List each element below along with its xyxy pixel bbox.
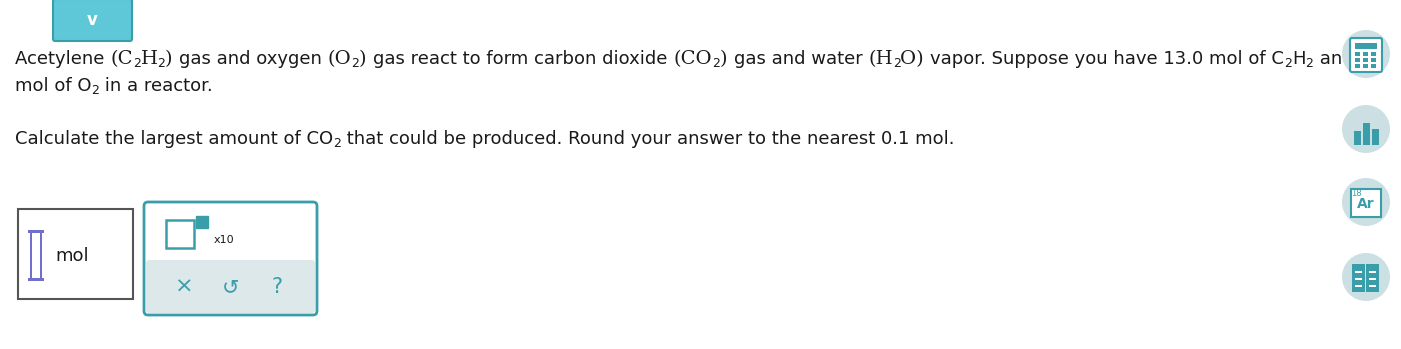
Text: Acetylene: Acetylene <box>15 50 111 68</box>
Bar <box>1363 58 1367 62</box>
Text: ×: × <box>175 277 193 297</box>
Bar <box>1372 58 1376 62</box>
Text: ↺: ↺ <box>221 277 240 297</box>
Circle shape <box>1342 105 1390 153</box>
Text: 18: 18 <box>1351 188 1362 198</box>
FancyBboxPatch shape <box>146 260 315 313</box>
Text: gas and water: gas and water <box>734 50 869 68</box>
Bar <box>1363 52 1367 56</box>
Bar <box>1369 285 1376 287</box>
Bar <box>41 231 42 281</box>
Bar <box>1372 64 1376 68</box>
Bar <box>1369 278 1376 280</box>
Text: 2: 2 <box>1285 57 1292 70</box>
FancyBboxPatch shape <box>1366 264 1379 292</box>
Text: that could be produced. Round your answer to the nearest 0.1 mol.: that could be produced. Round your answe… <box>340 130 954 148</box>
Text: and 3.0: and 3.0 <box>1314 50 1387 68</box>
Text: H: H <box>1292 50 1306 68</box>
Text: gas and oxygen: gas and oxygen <box>179 50 328 68</box>
Text: ): ) <box>360 50 373 68</box>
Text: 2: 2 <box>892 57 901 70</box>
Text: 2: 2 <box>333 137 340 150</box>
Text: (O: (O <box>328 50 352 68</box>
Bar <box>28 278 43 281</box>
Bar <box>1355 52 1360 56</box>
Text: mol of O: mol of O <box>15 77 91 95</box>
Text: ): ) <box>720 50 734 68</box>
Circle shape <box>1342 253 1390 301</box>
Bar <box>1363 123 1370 145</box>
Bar <box>1353 131 1360 145</box>
Text: mol: mol <box>55 247 88 265</box>
Text: vapor. Suppose you have 13.0 mol of C: vapor. Suppose you have 13.0 mol of C <box>930 50 1285 68</box>
FancyBboxPatch shape <box>1352 264 1365 292</box>
Bar <box>1372 129 1379 145</box>
Text: 2: 2 <box>712 57 720 70</box>
Text: O): O) <box>901 50 930 68</box>
Bar <box>1355 271 1362 273</box>
Text: in a reactor.: in a reactor. <box>99 77 213 95</box>
Text: gas react to form carbon dioxide: gas react to form carbon dioxide <box>373 50 674 68</box>
FancyBboxPatch shape <box>196 216 207 228</box>
Text: 2: 2 <box>157 57 165 70</box>
Text: x10: x10 <box>214 235 234 245</box>
Text: 2: 2 <box>133 57 140 70</box>
Text: ?: ? <box>272 277 282 297</box>
Bar <box>1355 58 1360 62</box>
Text: (H: (H <box>869 50 892 68</box>
Bar <box>28 230 43 233</box>
Text: Ar: Ar <box>1358 197 1374 211</box>
Text: ): ) <box>165 50 179 68</box>
FancyBboxPatch shape <box>165 220 193 248</box>
Text: (CO: (CO <box>674 50 712 68</box>
Text: 2: 2 <box>1306 57 1314 70</box>
Bar <box>29 231 32 281</box>
Bar <box>1355 64 1360 68</box>
FancyBboxPatch shape <box>1351 38 1381 72</box>
FancyBboxPatch shape <box>53 0 132 41</box>
Text: H: H <box>140 50 157 68</box>
Text: (C: (C <box>111 50 133 68</box>
FancyBboxPatch shape <box>18 209 133 299</box>
FancyBboxPatch shape <box>1351 189 1381 217</box>
FancyBboxPatch shape <box>144 202 317 315</box>
Bar <box>1355 278 1362 280</box>
Bar <box>1372 52 1376 56</box>
Bar <box>1355 285 1362 287</box>
Circle shape <box>1342 178 1390 226</box>
Circle shape <box>1342 30 1390 78</box>
Bar <box>1363 64 1367 68</box>
Bar <box>1369 271 1376 273</box>
Text: 2: 2 <box>352 57 360 70</box>
Bar <box>1355 43 1377 49</box>
Text: Calculate the largest amount of CO: Calculate the largest amount of CO <box>15 130 333 148</box>
Text: 2: 2 <box>91 84 99 97</box>
Text: v: v <box>87 11 98 29</box>
